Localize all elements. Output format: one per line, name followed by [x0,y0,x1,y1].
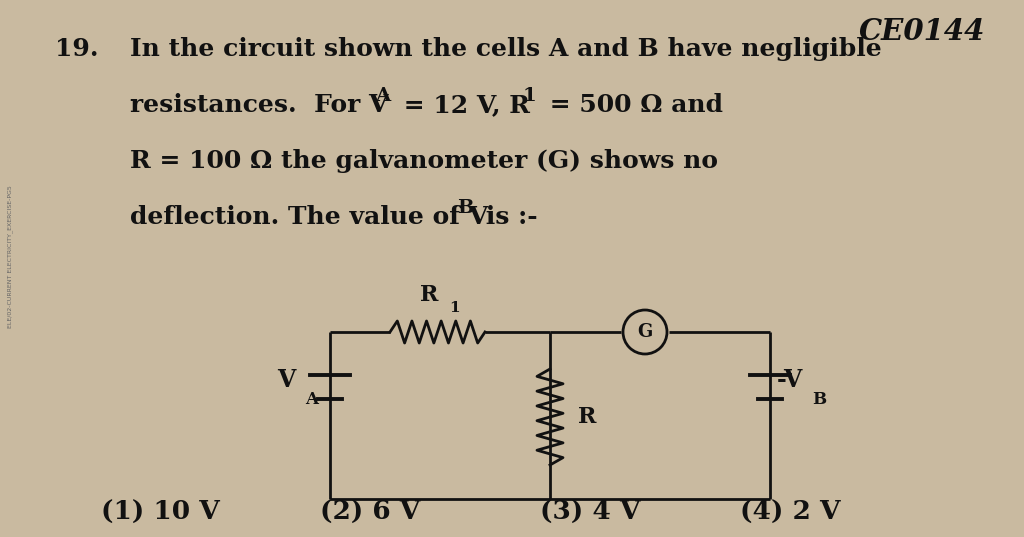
Circle shape [623,310,667,354]
Text: -V: -V [777,368,803,392]
Text: G: G [637,323,652,341]
Text: = 12 V, R: = 12 V, R [395,93,530,117]
Text: is :-: is :- [477,205,538,229]
Text: 1: 1 [523,87,537,105]
Text: (4) 2 V: (4) 2 V [739,500,841,525]
Text: R: R [578,406,596,428]
Text: deflection. The value of V: deflection. The value of V [130,205,488,229]
Text: = 500 Ω and: = 500 Ω and [541,93,723,117]
Text: CE0144: CE0144 [859,17,985,46]
Text: (1) 10 V: (1) 10 V [100,500,219,525]
Text: V: V [276,368,295,392]
Text: (2) 6 V: (2) 6 V [319,500,420,525]
Text: resistances.  For V: resistances. For V [130,93,388,117]
Text: (3) 4 V: (3) 4 V [540,500,640,525]
Text: B: B [457,199,474,217]
Text: In the circuit shown the cells A and B have negligible: In the circuit shown the cells A and B h… [130,37,882,61]
Text: 1: 1 [450,301,460,315]
Text: R: R [420,284,438,306]
Text: A: A [375,87,390,105]
Text: R = 100 Ω the galvanometer (G) shows no: R = 100 Ω the galvanometer (G) shows no [130,149,718,173]
Text: A: A [305,390,318,408]
Text: B: B [812,390,826,408]
Text: 19.: 19. [55,37,98,61]
Text: ELE/02-CURRENT ELECTRICITY_EXERCISE-PG5: ELE/02-CURRENT ELECTRICITY_EXERCISE-PG5 [7,186,13,328]
